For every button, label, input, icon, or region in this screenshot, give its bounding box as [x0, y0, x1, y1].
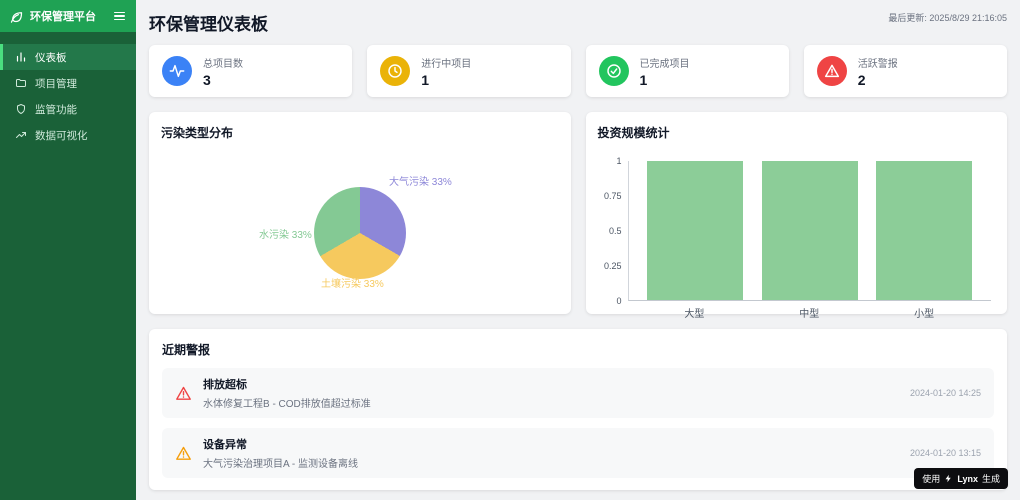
chart-title: 投资规模统计	[597, 126, 670, 140]
y-tick: 0.25	[603, 261, 622, 271]
y-tick: 0	[616, 296, 622, 306]
alert-timestamp: 2024-01-20 14:25	[909, 388, 981, 398]
stat-icon	[380, 56, 411, 86]
clock-icon	[388, 64, 402, 78]
sidebar-item-label: 项目管理	[35, 77, 77, 90]
check-circle-icon	[606, 64, 621, 78]
page-title: 环保管理仪表板	[149, 15, 268, 34]
pie-chart-area: 大气污染 33% 土壤污染 33% 水污染 33%	[161, 141, 559, 309]
stat-card-total-projects: 总项目数 3	[149, 45, 353, 97]
stat-card-completed: 已完成项目 1	[585, 45, 789, 97]
alert-row[interactable]: 设备异常 大气污染治理项目A - 监测设备离线 2024-01-20 13:15	[162, 428, 994, 478]
stat-value: 1	[639, 71, 648, 88]
x-axis-labels: 大型 中型 小型	[628, 305, 992, 320]
pie-chart-card: 污染类型分布 大气污染 33% 土壤污染 33% 水污染 33%	[149, 112, 571, 314]
y-tick: 1	[616, 156, 622, 166]
bar-chart-icon	[15, 51, 27, 63]
bar-plot	[627, 161, 991, 301]
trend-up-icon	[15, 129, 27, 141]
sidebar: 环保管理平台 仪表板 项目管理 监	[0, 0, 136, 500]
x-tick: 小型	[914, 309, 935, 320]
pie-slice-label: 土壤污染 33%	[321, 279, 384, 290]
stat-label: 已完成项目	[639, 58, 690, 70]
stat-icon	[816, 56, 847, 86]
sidebar-header: 环保管理平台	[0, 0, 136, 32]
alert-triangle-icon	[824, 64, 839, 78]
badge-suffix: 生成	[981, 474, 1000, 484]
stat-icon	[162, 56, 192, 86]
sidebar-item-dashboard[interactable]: 仪表板	[0, 44, 136, 70]
bar	[876, 161, 973, 300]
alert-row[interactable]: 排放超标 水体修复工程B - COD排放值超过标准 2024-01-20 14:…	[162, 368, 994, 418]
alert-description: 大气污染治理项目A - 监测设备离线	[203, 459, 359, 470]
sidebar-item-data-visualization[interactable]: 数据可视化	[0, 122, 136, 148]
stats-row: 总项目数 3 进行中项目 1 已完成项目 1	[149, 45, 1007, 97]
sidebar-menu: 仪表板 项目管理 监管功能 数据可视化	[0, 32, 136, 148]
stat-label: 活跃警报	[857, 58, 898, 70]
activity-icon	[169, 64, 185, 78]
folder-icon	[15, 77, 27, 89]
stat-icon	[598, 56, 629, 86]
pie-chart	[314, 187, 406, 279]
stat-card-active-alerts: 活跃警报 2	[803, 45, 1007, 97]
stat-card-in-progress: 进行中项目 1	[367, 45, 571, 97]
sidebar-item-label: 数据可视化	[35, 129, 88, 142]
alerts-title: 近期警报	[162, 343, 211, 357]
lynx-badge[interactable]: 使用 Lynx 生成	[914, 468, 1008, 489]
pie-slice-label: 水污染 33%	[259, 230, 312, 241]
sidebar-item-supervision[interactable]: 监管功能	[0, 96, 136, 122]
alert-timestamp: 2024-01-20 13:15	[909, 448, 981, 458]
y-axis-ticks: 1 0.75 0.5 0.25 0	[598, 156, 622, 306]
pie-slice-label: 大气污染 33%	[389, 177, 452, 188]
y-tick: 0.75	[603, 191, 622, 201]
x-tick: 大型	[684, 309, 705, 320]
brand-title: 环保管理平台	[30, 11, 96, 23]
main-content: 环保管理仪表板 最后更新: 2025/8/29 21:16:05 总项目数 3	[136, 0, 1020, 500]
page-header: 环保管理仪表板 最后更新: 2025/8/29 21:16:05	[149, 8, 1007, 35]
stat-value: 1	[421, 71, 430, 88]
bar-chart-area: 1 0.75 0.5 0.25 0 大型 中型 小型	[598, 145, 996, 320]
bar	[647, 161, 744, 300]
sidebar-item-label: 仪表板	[35, 51, 67, 64]
stat-value: 2	[857, 71, 866, 88]
recent-alerts-card: 近期警报 排放超标 水体修复工程B - COD排放值超过标准 2024-01-2…	[149, 329, 1007, 490]
stat-value: 3	[203, 71, 211, 88]
alert-severity-icon	[175, 385, 192, 402]
badge-prefix: 使用	[922, 474, 941, 484]
stat-label: 进行中项目	[421, 58, 472, 70]
alert-description: 水体修复工程B - COD排放值超过标准	[203, 399, 371, 410]
alert-title: 排放超标	[203, 379, 247, 391]
bar	[761, 161, 858, 300]
stat-label: 总项目数	[203, 58, 243, 70]
last-updated-text: 最后更新: 2025/8/29 21:16:05	[888, 13, 1007, 23]
sidebar-item-label: 监管功能	[35, 103, 77, 116]
charts-row: 污染类型分布 大气污染 33% 土壤污染 33% 水污染 33% 投资规模统计 …	[149, 112, 1007, 320]
alert-severity-icon	[175, 445, 192, 462]
badge-brand: Lynx	[957, 473, 978, 484]
x-tick: 中型	[799, 309, 820, 320]
chart-title: 污染类型分布	[161, 126, 234, 140]
shield-icon	[15, 103, 27, 115]
hamburger-menu-icon[interactable]	[112, 10, 127, 23]
lynx-logo-icon	[944, 474, 953, 483]
bar-chart-card: 投资规模统计 1 0.75 0.5 0.25 0 大型 中型 小型	[585, 112, 1007, 320]
leaf-logo-icon	[9, 9, 24, 24]
sidebar-item-projects[interactable]: 项目管理	[0, 70, 136, 96]
alert-title: 设备异常	[203, 439, 247, 451]
y-tick: 0.5	[608, 226, 622, 236]
